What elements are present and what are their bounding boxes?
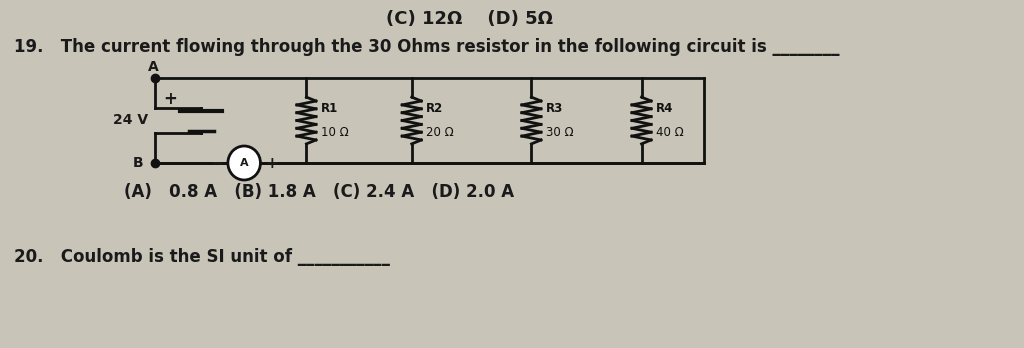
Text: 24 V: 24 V xyxy=(114,113,148,127)
Text: A: A xyxy=(147,60,159,74)
Text: B: B xyxy=(133,156,143,170)
Text: 30 Ω: 30 Ω xyxy=(546,127,573,140)
Circle shape xyxy=(228,146,260,180)
Text: 20.   Coulomb is the SI unit of ___________: 20. Coulomb is the SI unit of __________… xyxy=(14,248,390,266)
Text: −: − xyxy=(210,156,223,171)
Text: R4: R4 xyxy=(656,102,673,114)
Text: +: + xyxy=(265,156,278,171)
Text: (A)   0.8 A   (B) 1.8 A   (C) 2.4 A   (D) 2.0 A: (A) 0.8 A (B) 1.8 A (C) 2.4 A (D) 2.0 A xyxy=(125,183,515,201)
Text: R1: R1 xyxy=(321,102,338,114)
Text: 40 Ω: 40 Ω xyxy=(656,127,684,140)
Text: A: A xyxy=(240,158,249,168)
Text: (C) 12Ω    (D) 5Ω: (C) 12Ω (D) 5Ω xyxy=(386,10,553,28)
Text: R3: R3 xyxy=(546,102,563,114)
Text: 10 Ω: 10 Ω xyxy=(321,127,348,140)
Text: 19.   The current flowing through the 30 Ohms resistor in the following circuit : 19. The current flowing through the 30 O… xyxy=(14,38,840,56)
Text: +: + xyxy=(164,90,177,109)
Text: 20 Ω: 20 Ω xyxy=(426,127,454,140)
Text: R2: R2 xyxy=(426,102,443,114)
